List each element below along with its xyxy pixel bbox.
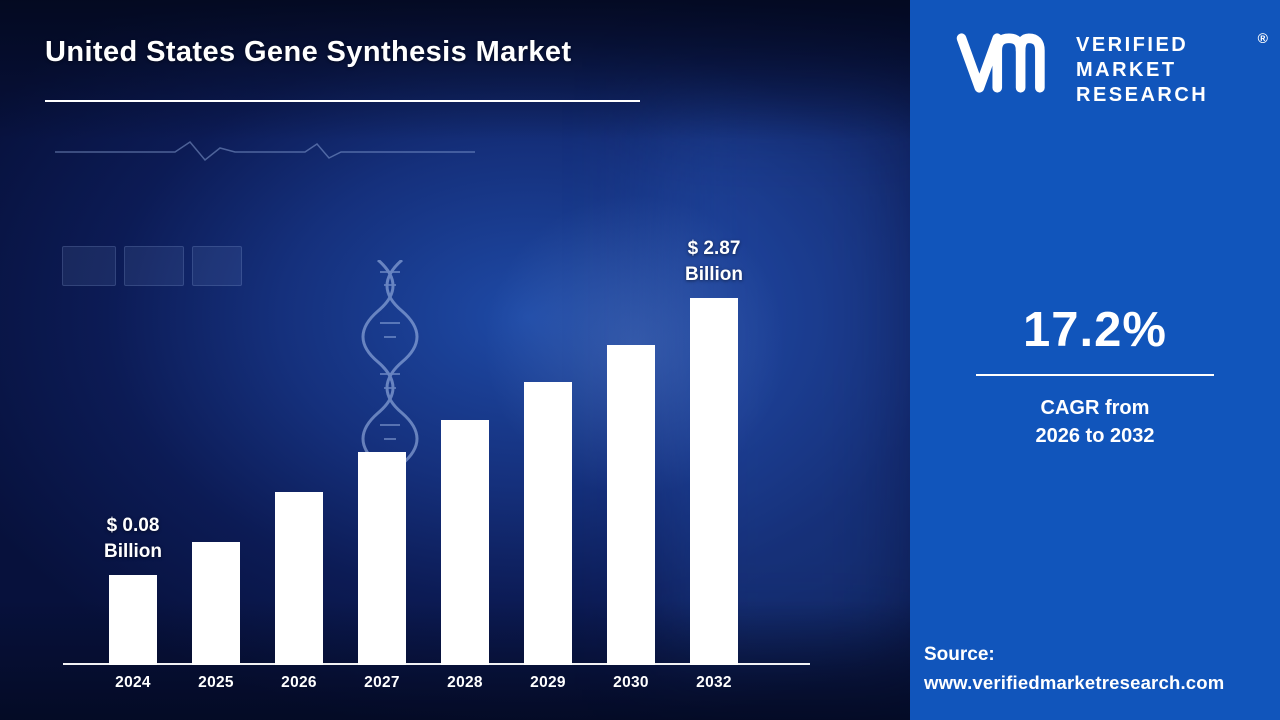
registered-trademark-icon: ® <box>1257 30 1268 46</box>
page-title: United States Gene Synthesis Market <box>45 36 572 68</box>
bar-2027 <box>358 452 406 665</box>
heartbeat-line-icon <box>55 141 475 162</box>
source-block: Source: www.verifiedmarketresearch.com <box>924 644 1274 694</box>
logo-word-market: MARKET <box>1076 59 1177 81</box>
x-axis-label-2027: 2027 <box>364 674 400 691</box>
x-axis-label-2024: 2024 <box>115 674 151 691</box>
bar-2029 <box>524 382 572 665</box>
dna-helix-icon <box>361 260 419 465</box>
logo-word-research: RESEARCH <box>1076 84 1209 106</box>
x-axis-label-2029: 2029 <box>530 674 566 691</box>
x-axis-label-2032: 2032 <box>696 674 732 691</box>
bar-value-label-2024: $ 0.08 Billion <box>103 515 163 562</box>
x-axis-label-2028: 2028 <box>447 674 483 691</box>
cagr-block: 17.2% CAGR from 2026 to 2032 <box>910 302 1280 450</box>
bar-2025 <box>192 542 240 665</box>
x-axis-label-2025: 2025 <box>198 674 234 691</box>
chart-panel: United States Gene Synthesis Market 2024… <box>0 0 910 720</box>
vmr-logo-lockup: VERIFIED MARKET RESEARCH <box>936 30 1208 108</box>
bar-2024 <box>109 575 157 665</box>
cagr-value: 17.2% <box>1023 303 1167 357</box>
bar-2028 <box>441 420 489 665</box>
cagr-caption-line2: 2026 to 2032 <box>1035 425 1155 447</box>
vmr-logo-icon <box>956 33 1045 93</box>
cagr-caption: CAGR from 2026 to 2032 <box>910 394 1280 450</box>
logo-word-verified: VERIFIED <box>1076 34 1189 56</box>
bar-2026 <box>275 492 323 665</box>
x-axis-line <box>63 663 810 665</box>
background-cabinet-shape <box>124 246 184 286</box>
bar-2032 <box>690 298 738 665</box>
x-axis-label-2026: 2026 <box>281 674 317 691</box>
logo-wordmark: VERIFIED MARKET RESEARCH <box>1076 30 1208 108</box>
bar-value-label-2032: $ 2.87 Billion <box>684 238 744 285</box>
cagr-divider <box>976 374 1214 376</box>
background-cabinet-shape <box>62 246 116 286</box>
bar-2030 <box>607 345 655 665</box>
cagr-caption-line1: CAGR from <box>1040 397 1150 419</box>
source-label: Source: <box>924 644 995 665</box>
source-url: www.verifiedmarketresearch.com <box>924 672 1225 693</box>
background-cabinet-shape <box>192 246 242 286</box>
background-top-shade <box>0 0 910 140</box>
title-underline <box>45 100 640 102</box>
x-axis-label-2030: 2030 <box>613 674 649 691</box>
brand-sidebar: VERIFIED MARKET RESEARCH ® 17.2% CAGR fr… <box>910 0 1280 720</box>
bar-chart: 2024 $ 0.08 Billion 2025 2026 2027 2028 2029 203… <box>103 238 744 691</box>
